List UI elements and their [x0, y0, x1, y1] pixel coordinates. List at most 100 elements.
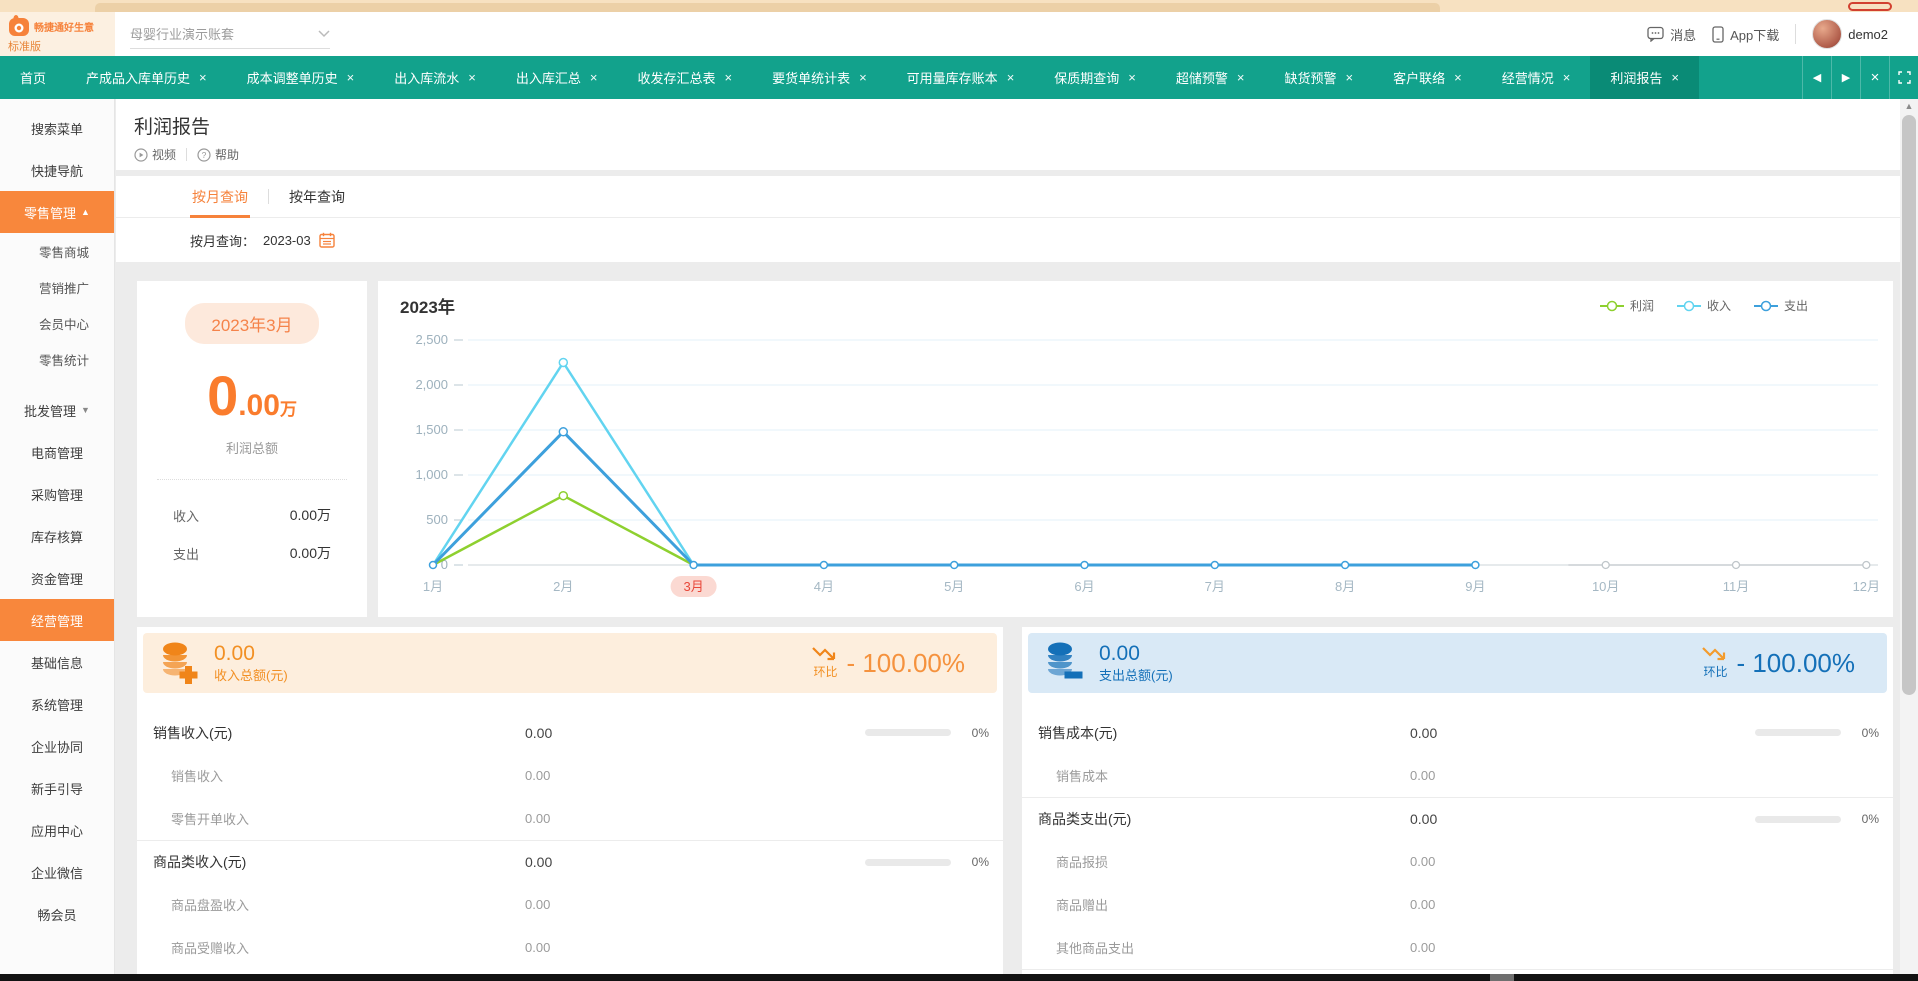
- svg-text:3月: 3月: [683, 579, 703, 594]
- tab-monthly-query[interactable]: 按月查询: [190, 176, 250, 218]
- sidebar-item-retail-mall[interactable]: 零售商城: [38, 245, 89, 260]
- caret-down-icon: ▼: [81, 405, 90, 415]
- svg-text:6月: 6月: [1074, 579, 1094, 594]
- sidebar-item-chang-member[interactable]: 畅会员: [37, 907, 77, 923]
- record-indicator: [1848, 2, 1892, 11]
- tab-profit-report[interactable]: 利润报告 ×: [1590, 56, 1699, 99]
- close-tab-icon[interactable]: ×: [199, 70, 207, 85]
- income-card-header: 0.00 收入总额(元) 环比 - 100.00%: [143, 633, 997, 693]
- sidebar-item-retail-stats[interactable]: 零售统计: [38, 353, 89, 368]
- scrollbar-thumb[interactable]: [1902, 115, 1916, 695]
- message-icon: [1647, 26, 1664, 42]
- income-card: 0.00 收入总额(元) 环比 - 100.00% 销售收入(元) 0.00 0…: [137, 627, 1003, 981]
- close-tab-icon[interactable]: ×: [1454, 70, 1462, 85]
- table-row: 其他支出(元) 0.00 0%: [1022, 969, 1893, 981]
- tab-home[interactable]: 首页: [20, 71, 47, 86]
- sidebar-item-fund-mgmt[interactable]: 资金管理: [30, 571, 83, 587]
- close-tab-icon[interactable]: ×: [1671, 70, 1679, 85]
- tab[interactable]: 要货单统计表 ×: [772, 70, 867, 86]
- app-download-button[interactable]: App下载: [1712, 25, 1779, 44]
- page-scrollbar[interactable]: ▲: [1900, 99, 1918, 981]
- sidebar-item-system-mgmt[interactable]: 系统管理: [30, 697, 83, 713]
- table-row: 商品报损 0.00: [1056, 854, 1436, 870]
- svg-text:1月: 1月: [423, 579, 443, 594]
- table-row: 销售收入 0.00: [171, 768, 551, 784]
- profit-total-amount: 0.00万: [207, 364, 297, 427]
- video-link[interactable]: 视频: [134, 146, 176, 163]
- scrollbar-up-icon[interactable]: ▲: [1904, 101, 1914, 111]
- sidebar-item-business-mgmt[interactable]: 经营管理: [0, 599, 114, 641]
- tab[interactable]: 收发存汇总表 ×: [637, 70, 733, 86]
- view-tabs-divider: [268, 189, 269, 204]
- svg-text:7月: 7月: [1205, 579, 1225, 594]
- coins-minus-icon: [1044, 640, 1086, 686]
- table-row: 销售收入(元) 0.00 0%: [153, 724, 989, 741]
- scroll-tabs-left-button[interactable]: ◀: [1802, 56, 1831, 99]
- tab[interactable]: 可用量库存账本 ×: [906, 70, 1015, 86]
- avatar: [1812, 19, 1843, 49]
- tab[interactable]: 缺货预警 ×: [1284, 70, 1354, 86]
- close-tab-icon[interactable]: ×: [1128, 70, 1136, 85]
- table-row: 其他商品支出 0.00: [1056, 940, 1436, 956]
- close-tab-icon[interactable]: ×: [1236, 70, 1245, 85]
- sidebar-item-enterprise-collab[interactable]: 企业协同: [30, 739, 83, 755]
- calendar-icon[interactable]: [319, 232, 335, 248]
- messages-button[interactable]: 消息: [1647, 25, 1696, 44]
- table-row: 商品受赠收入 0.00: [171, 940, 551, 956]
- page-title: 利润报告: [134, 117, 211, 138]
- legend-item[interactable]: 收入: [1676, 297, 1731, 314]
- tab[interactable]: 超储预警 ×: [1175, 70, 1245, 86]
- scroll-tabs-right-button[interactable]: ▶: [1831, 56, 1860, 99]
- user-menu[interactable]: demo2: [1812, 19, 1888, 49]
- profit-summary-card: 2023年3月 0.00万 利润总额 收入 0.00万 支出 0.00万: [137, 281, 367, 617]
- tab[interactable]: 经营情况 ×: [1501, 70, 1571, 86]
- tab-yearly-query[interactable]: 按年查询: [289, 188, 345, 205]
- tab[interactable]: 产成品入库单历史 ×: [86, 70, 207, 86]
- profit-total-label: 利润总额: [225, 441, 278, 456]
- sidebar-item-member-center[interactable]: 会员中心: [38, 317, 89, 332]
- close-tab-icon[interactable]: ×: [1562, 70, 1571, 85]
- app-header: 畅捷通好生意 标准版 母婴行业演示账套 消息: [0, 12, 1918, 56]
- close-tab-icon[interactable]: ×: [724, 70, 733, 85]
- sidebar-item-search-menu[interactable]: 搜索菜单: [30, 121, 83, 137]
- table-row: 销售成本(元) 0.00 0%: [1038, 724, 1879, 741]
- account-select[interactable]: 母婴行业演示账套: [130, 19, 330, 49]
- close-tab-icon[interactable]: ×: [468, 70, 476, 85]
- question-circle-icon: ?: [197, 147, 211, 162]
- close-tab-icon[interactable]: ×: [589, 70, 598, 85]
- browser-top-strip: [0, 0, 1918, 12]
- tab[interactable]: 客户联络 ×: [1393, 70, 1462, 86]
- sidebar-item-basic-info[interactable]: 基础信息: [30, 655, 83, 671]
- tab[interactable]: 成本调整单历史 ×: [246, 70, 355, 86]
- close-tab-icon[interactable]: ×: [859, 70, 867, 85]
- svg-text:2,500: 2,500: [415, 332, 448, 347]
- progress-bar: [865, 858, 951, 866]
- sidebar-item-beginner-guide[interactable]: 新手引导: [30, 781, 83, 797]
- sidebar-item-app-center[interactable]: 应用中心: [30, 823, 83, 839]
- close-tab-icon[interactable]: ×: [1345, 70, 1354, 85]
- sidebar-item-marketing[interactable]: 营销推广: [38, 281, 89, 296]
- sidebar-item-inventory-accounting[interactable]: 库存核算: [30, 529, 83, 545]
- help-link[interactable]: ? 帮助: [197, 146, 239, 163]
- legend-item[interactable]: 利润: [1599, 297, 1654, 314]
- svg-text:2,000: 2,000: [415, 377, 448, 392]
- period-badge: 2023年3月: [185, 303, 319, 344]
- close-tab-icon[interactable]: ×: [1006, 70, 1015, 85]
- sidebar-item-ecommerce-mgmt[interactable]: 电商管理: [30, 445, 83, 461]
- tab[interactable]: 出入库流水 ×: [394, 70, 476, 86]
- sidebar-item-purchase-mgmt[interactable]: 采购管理: [30, 487, 83, 503]
- close-all-tabs-button[interactable]: ×: [1860, 56, 1889, 99]
- month-filter-value[interactable]: 2023-03: [263, 232, 311, 248]
- sidebar-item-wecom[interactable]: 企业微信: [30, 865, 83, 881]
- table-row: 商品盘盈收入 0.00: [171, 897, 551, 913]
- tab[interactable]: 出入库汇总 ×: [515, 70, 598, 86]
- tab[interactable]: 保质期查询 ×: [1054, 70, 1136, 86]
- svg-text:11月: 11月: [1723, 579, 1750, 594]
- legend-item[interactable]: 支出: [1753, 297, 1808, 314]
- sidebar-item-wholesale-mgmt[interactable]: 批发管理 ▼: [24, 403, 90, 419]
- sidebar-item-quick-nav[interactable]: 快捷导航: [30, 163, 83, 179]
- income-total-value: 0.00: [214, 641, 255, 665]
- fullscreen-button[interactable]: [1889, 56, 1918, 99]
- close-tab-icon[interactable]: ×: [346, 70, 355, 85]
- sidebar-item-retail-mgmt[interactable]: 零售管理 ▲: [0, 191, 114, 233]
